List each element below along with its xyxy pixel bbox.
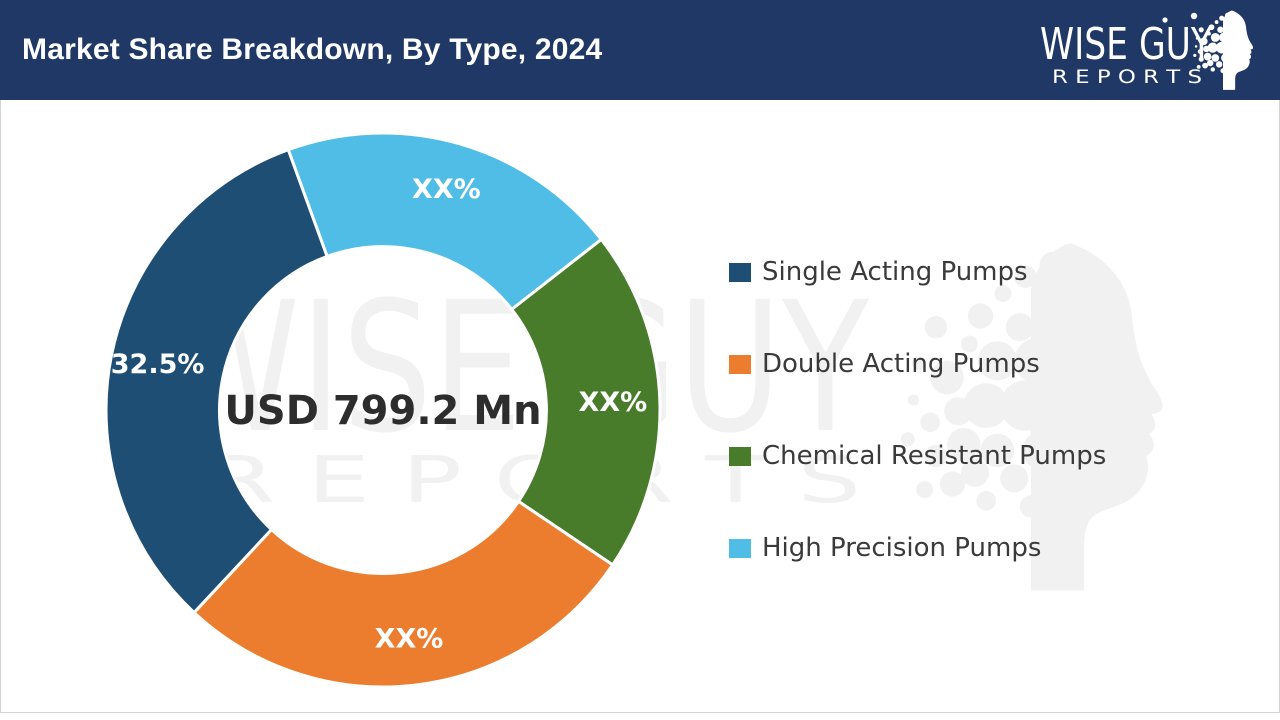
logo-subtext: R E P O R T S — [1052, 66, 1202, 88]
donut-slice-2[interactable] — [192, 499, 615, 689]
header: Market Share Breakdown, By Type, 2024 WI… — [0, 0, 1280, 100]
legend-swatch — [729, 446, 751, 466]
legend-label: Chemical Resistant Pumps — [762, 441, 1107, 471]
wiseguy-logo: WISE GUY R E P O R T S — [1040, 10, 1254, 90]
legend-item-2[interactable]: Chemical Resistant Pumps — [729, 441, 1106, 471]
legend-item-1[interactable]: Double Acting Pumps — [729, 349, 1106, 379]
chart-area: WISE GUY R E P O R T S XX%XX%XX%32.5% US… — [0, 100, 1280, 713]
legend-swatch — [729, 262, 751, 282]
donut-chart: XX% XX% XX% 32.5% — [104, 131, 662, 689]
legend: Single Acting Pumps Double Acting Pumps Ch… — [729, 257, 1106, 625]
donut-slice-3[interactable] — [104, 148, 329, 615]
logo-wordmark: WISE GUY — [1040, 19, 1212, 70]
slice-value-label: XX% — [375, 624, 444, 655]
logo-dot — [1190, 12, 1198, 20]
legend-item-0[interactable]: Single Acting Pumps — [729, 257, 1106, 287]
slice-value-label: 32.5% — [111, 349, 205, 380]
legend-swatch — [729, 354, 751, 374]
donut-slice-0[interactable] — [286, 131, 603, 311]
legend-label: Double Acting Pumps — [762, 349, 1040, 379]
legend-item-3[interactable]: High Precision Pumps — [729, 533, 1106, 563]
legend-swatch — [729, 538, 751, 558]
center-value: USD 799.2 Mn — [224, 388, 542, 434]
legend-label: High Precision Pumps — [762, 533, 1042, 563]
logo-dot — [1162, 17, 1168, 23]
donut-slice-1[interactable] — [510, 237, 662, 567]
slice-value-label: XX% — [412, 174, 481, 205]
page-title: Market Share Breakdown, By Type, 2024 — [22, 33, 603, 66]
slice-value-label: XX% — [579, 387, 648, 418]
legend-label: Single Acting Pumps — [762, 257, 1028, 287]
